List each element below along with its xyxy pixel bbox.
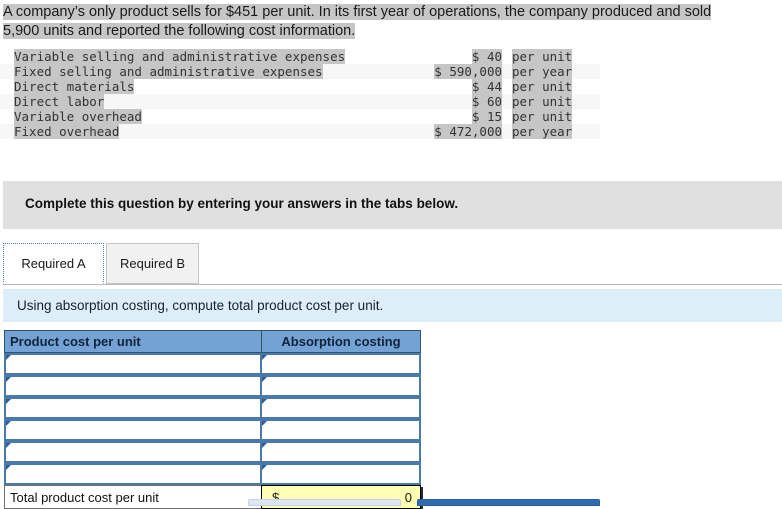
cost-info-value: $ 15 xyxy=(394,109,504,124)
cell-corner-marker-icon xyxy=(6,355,11,360)
requirement-banner: Using absorption costing, compute total … xyxy=(3,289,782,322)
cell-corner-marker-icon xyxy=(6,421,11,426)
tab-strip: Required A Required B xyxy=(3,241,782,285)
cost-info-row: Variable overhead $ 15 per unit xyxy=(0,109,600,124)
cost-info-unit-text: per unit xyxy=(512,49,573,64)
absorption-cost-input[interactable] xyxy=(261,441,421,463)
cost-info-unit: per unit xyxy=(504,109,600,124)
cost-label-input[interactable] xyxy=(4,353,261,375)
cost-info-value: $ 590,000 xyxy=(394,64,504,79)
absorption-cost-input[interactable] xyxy=(261,375,421,397)
absorption-cost-input[interactable] xyxy=(261,463,421,485)
cell-corner-marker-icon xyxy=(6,377,11,382)
cell-corner-marker-icon xyxy=(6,399,11,404)
cost-info-unit-text: per unit xyxy=(512,79,573,94)
cost-info-unit: per unit xyxy=(504,79,600,94)
total-row-label: Total product cost per unit xyxy=(4,485,261,509)
total-currency-symbol: $ xyxy=(272,489,280,505)
cost-info-unit: per unit xyxy=(504,94,600,109)
cost-info-label: Variable selling and administrative expe… xyxy=(0,49,394,64)
cost-information-body: Variable selling and administrative expe… xyxy=(0,49,600,139)
cost-info-value: $ 472,000 xyxy=(394,124,504,139)
cost-info-value-text: $ 15 xyxy=(471,109,502,124)
tab-underline xyxy=(3,284,782,285)
answer-grid-row xyxy=(4,441,421,463)
answer-grid-row xyxy=(4,375,421,397)
complete-question-text: Complete this question by entering your … xyxy=(25,196,459,211)
cost-info-label-text: Direct labor xyxy=(14,94,105,109)
requirement-text: Using absorption costing, compute total … xyxy=(17,298,384,313)
answer-grid-row xyxy=(4,463,421,485)
answer-grid-header-row: Product cost per unit Absorption costing xyxy=(4,330,421,353)
column-header-absorption-costing: Absorption costing xyxy=(261,330,421,353)
cost-label-input[interactable] xyxy=(4,463,261,485)
cost-info-unit: per year xyxy=(504,64,600,79)
tab-required-a[interactable]: Required A xyxy=(3,243,104,284)
cost-info-label-text: Direct materials xyxy=(14,79,135,94)
absorption-cost-input[interactable] xyxy=(261,397,421,419)
tab-required-a-label: Required A xyxy=(21,256,86,271)
cost-info-label-text: Fixed selling and administrative expense… xyxy=(14,64,323,79)
cost-info-value-text: $ 60 xyxy=(471,94,502,109)
cost-info-unit: per year xyxy=(504,124,600,139)
answer-grid-row xyxy=(4,419,421,441)
cost-info-row: Direct materials $ 44 per unit xyxy=(0,79,600,94)
cost-info-unit-text: per unit xyxy=(512,94,573,109)
cost-info-value-text: $ 472,000 xyxy=(434,124,502,139)
column-header-product-cost: Product cost per unit xyxy=(4,330,261,353)
answer-grid-blank-rows xyxy=(4,353,421,485)
cost-label-input[interactable] xyxy=(4,397,261,419)
tab-required-b-label: Required B xyxy=(119,256,186,271)
cell-corner-marker-icon xyxy=(262,355,267,360)
answer-grid-row xyxy=(4,397,421,419)
cost-info-label: Fixed overhead xyxy=(0,124,394,139)
cost-info-label: Fixed selling and administrative expense… xyxy=(0,64,394,79)
answer-grid-row xyxy=(4,353,421,375)
prev-button[interactable] xyxy=(248,499,401,506)
tab-required-b[interactable]: Required B xyxy=(106,243,199,284)
cost-label-input[interactable] xyxy=(4,441,261,463)
cost-info-label: Variable overhead xyxy=(0,109,394,124)
cell-corner-marker-icon xyxy=(6,443,11,448)
cell-corner-marker-icon xyxy=(262,443,267,448)
cost-info-unit: per unit xyxy=(504,49,600,64)
cost-info-label-text: Variable overhead xyxy=(14,109,142,124)
cost-info-label-text: Fixed overhead xyxy=(14,124,120,139)
cell-corner-marker-icon xyxy=(262,399,267,404)
cost-info-value-text: $ 44 xyxy=(471,79,502,94)
question-prompt: A company’s only product sells for $451 … xyxy=(0,0,782,41)
cell-corner-marker-icon xyxy=(262,465,267,470)
prompt-line-2: 5,900 units and reported the following c… xyxy=(3,23,356,39)
absorption-cost-input[interactable] xyxy=(261,353,421,375)
cost-info-value: $ 40 xyxy=(394,49,504,64)
cost-info-value: $ 60 xyxy=(394,94,504,109)
cell-corner-marker-icon xyxy=(262,377,267,382)
prompt-line-1: A company’s only product sells for $451 … xyxy=(3,4,712,20)
complete-question-banner: Complete this question by entering your … xyxy=(3,181,782,229)
cost-info-row: Fixed selling and administrative expense… xyxy=(0,64,600,79)
cell-corner-marker-icon xyxy=(6,465,11,470)
cost-info-label: Direct labor xyxy=(0,94,394,109)
cost-info-value-text: $ 40 xyxy=(471,49,502,64)
cost-info-value-text: $ 590,000 xyxy=(434,64,502,79)
cost-info-value: $ 44 xyxy=(394,79,504,94)
total-value: 0 xyxy=(404,489,412,505)
cost-label-input[interactable] xyxy=(4,375,261,397)
answer-grid: Product cost per unit Absorption costing… xyxy=(4,330,421,509)
cost-info-label: Direct materials xyxy=(0,79,394,94)
cost-info-unit-text: per year xyxy=(512,64,573,79)
cost-info-row: Direct labor $ 60 per unit xyxy=(0,94,600,109)
cost-info-label-text: Variable selling and administrative expe… xyxy=(14,49,346,64)
cost-info-unit-text: per year xyxy=(512,124,573,139)
cost-information-table: Variable selling and administrative expe… xyxy=(0,49,600,139)
cell-corner-marker-icon xyxy=(262,421,267,426)
cost-label-input[interactable] xyxy=(4,419,261,441)
cost-info-row: Fixed overhead $ 472,000 per year xyxy=(0,124,600,139)
next-button[interactable] xyxy=(417,499,600,506)
absorption-cost-input[interactable] xyxy=(261,419,421,441)
cost-info-unit-text: per unit xyxy=(512,109,573,124)
cost-info-row: Variable selling and administrative expe… xyxy=(0,49,600,64)
